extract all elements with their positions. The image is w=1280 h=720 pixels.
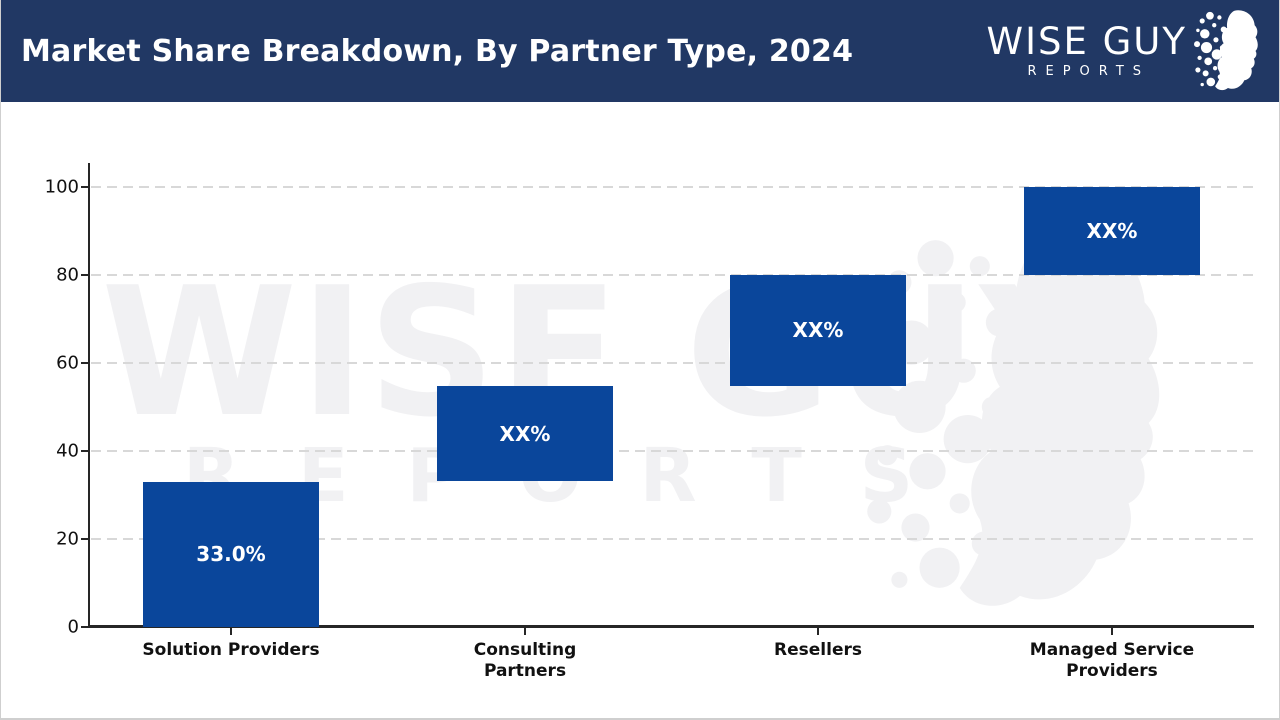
y-tick-label-80: 80 <box>56 264 79 286</box>
x-category-label: Managed Service Providers <box>1029 639 1195 681</box>
x-category-label: Consulting Partners <box>473 639 577 681</box>
y-tick-label-60: 60 <box>56 352 79 374</box>
y-tick-60 <box>81 361 89 364</box>
y-tick-80 <box>81 273 89 276</box>
watermark-face-icon <box>861 232 1160 606</box>
brand-subtitle: REPORTS <box>1027 64 1151 79</box>
x-tick-3 <box>1111 627 1113 635</box>
brand-logo: WISE GUY REPORTS <box>987 8 1267 94</box>
y-tick-label-20: 20 <box>56 528 79 550</box>
brand-name: WISE GUY <box>986 20 1187 63</box>
gridline-60 <box>91 361 1254 364</box>
bar-managed-service-providers: XX% <box>1024 186 1200 275</box>
bar-value-label: XX% <box>499 421 551 446</box>
gridline-80 <box>91 273 1254 276</box>
bar-resellers: XX% <box>730 274 906 386</box>
bar-solution-providers: 33.0% <box>143 481 319 627</box>
y-tick-label-0: 0 <box>67 616 79 638</box>
gridline-20 <box>91 537 1254 540</box>
y-tick-label-40: 40 <box>56 440 79 462</box>
x-tick-2 <box>817 627 819 635</box>
bar-value-label: 33.0% <box>196 542 266 567</box>
x-category-label: Solution Providers <box>142 639 320 660</box>
y-tick-label-100: 100 <box>44 176 79 198</box>
page-title: Market Share Breakdown, By Partner Type,… <box>21 33 854 69</box>
gridline-100 <box>91 185 1254 188</box>
x-axis-spine <box>88 625 1254 628</box>
bar-value-label: XX% <box>792 318 844 343</box>
x-tick-1 <box>524 627 526 635</box>
gridline-40 <box>91 449 1254 452</box>
x-category-label: Resellers <box>774 639 862 660</box>
y-tick-40 <box>81 449 89 452</box>
y-tick-0 <box>81 625 89 628</box>
x-tick-0 <box>230 627 232 635</box>
brand-logo-text: WISE GUY REPORTS <box>987 22 1187 80</box>
y-tick-100 <box>81 185 89 188</box>
header-bar: Market Share Breakdown, By Partner Type,… <box>1 0 1279 102</box>
y-tick-20 <box>81 537 89 540</box>
bar-value-label: XX% <box>1086 218 1138 243</box>
brand-face-icon <box>1194 10 1258 91</box>
y-axis-spine <box>88 163 90 628</box>
bar-consulting-partners: XX% <box>437 385 613 482</box>
